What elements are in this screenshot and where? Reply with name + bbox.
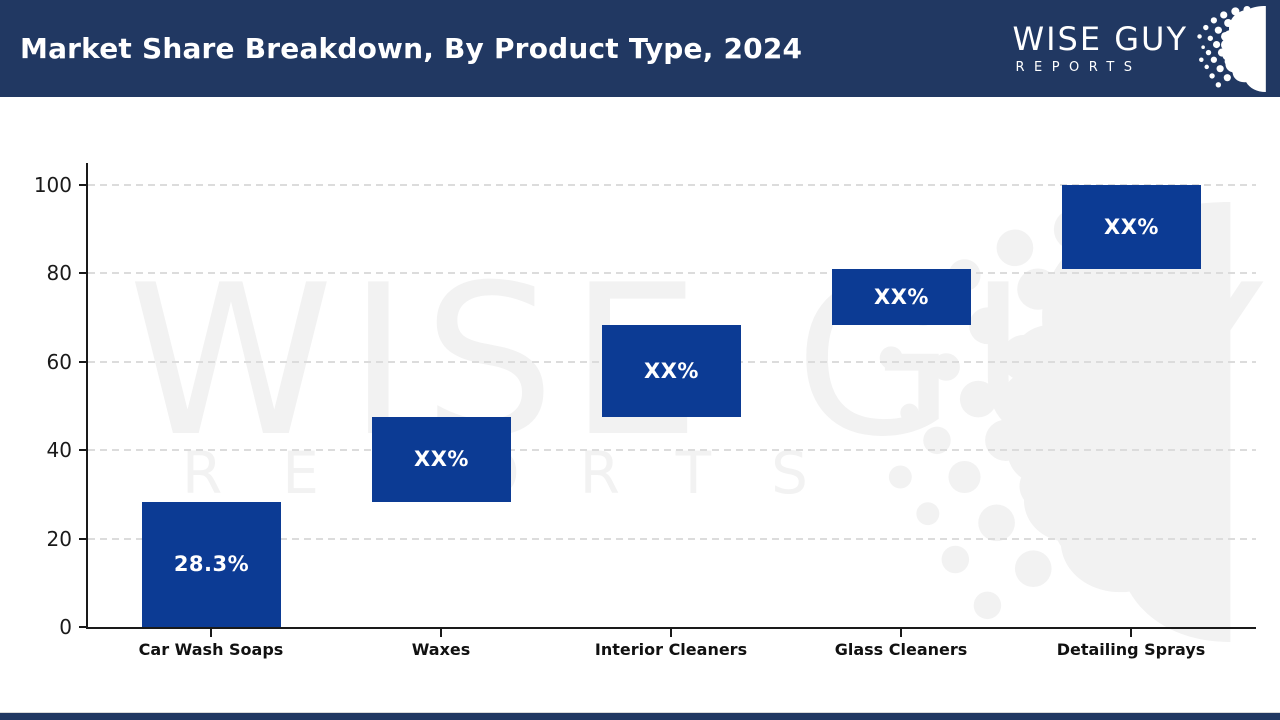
report-header: Market Share Breakdown, By Product Type,…: [0, 0, 1280, 97]
x-label-0: Car Wash Soaps: [96, 640, 326, 659]
gridline-100: [88, 184, 1256, 186]
bar-interior-cleaners: XX%: [602, 325, 741, 418]
x-label-4: Detailing Sprays: [1016, 640, 1246, 659]
x-tick-0: [210, 629, 212, 637]
watermark-dots-face-icon: [879, 202, 1231, 642]
logo-wordmark: WISE GUY: [1012, 19, 1188, 58]
logo-subtitle: REPORTS: [1015, 59, 1142, 75]
gridline-20: [88, 537, 1256, 540]
y-tick-60: [79, 360, 88, 363]
wiseguy-logo: WISE GUY REPORTS: [1012, 5, 1266, 92]
y-tick-label-100-text: 100: [33, 173, 72, 197]
y-tick-label-40: 40: [14, 437, 72, 463]
x-tick-4: [1130, 629, 1132, 637]
x-label-2: Interior Cleaners: [556, 640, 786, 659]
gridline-40: [88, 449, 1256, 452]
y-tick-label-20-text: 20: [46, 526, 72, 551]
y-tick-label-60-text: 60: [46, 349, 72, 374]
y-tick-label-40-text: 40: [46, 438, 72, 463]
y-tick-label-0: 0: [14, 614, 72, 640]
x-tick-1: [440, 629, 442, 637]
y-tick-100: [79, 184, 88, 186]
x-label-4-text: Detailing Sprays: [1056, 640, 1206, 659]
page-title: Market Share Breakdown, By Product Type,…: [20, 32, 803, 65]
y-tick-0: [79, 626, 88, 628]
bar-car-wash-soaps-text: 28.3%: [173, 552, 250, 577]
bar-waxes: XX%: [372, 417, 511, 502]
x-label-3-text: Glass Cleaners: [834, 640, 968, 659]
x-label-1-text: Waxes: [411, 640, 471, 659]
x-label-3: Glass Cleaners: [786, 640, 1016, 659]
y-tick-label-20: 20: [14, 526, 72, 552]
x-label-0-text: Car Wash Soaps: [138, 640, 284, 659]
bar-waxes-text: XX%: [414, 447, 469, 472]
y-tick-label-80-text: 80: [46, 261, 72, 286]
face-profile-icon: [1197, 5, 1266, 92]
bar-car-wash-soaps: 28.3%: [142, 501, 281, 627]
x-axis-spine: [86, 627, 1256, 629]
gridline-80: [88, 272, 1256, 275]
y-tick-20: [79, 537, 88, 540]
y-tick-80: [79, 272, 88, 275]
x-tick-3: [900, 629, 902, 637]
bar-glass-cleaners: XX%: [832, 269, 971, 326]
footer-divider: [0, 712, 1280, 713]
bar-detailing-sprays: XX%: [1062, 185, 1201, 270]
footer-bar: [0, 713, 1280, 720]
bar-glass-cleaners-text: XX%: [874, 285, 929, 310]
y-tick-label-80: 80: [14, 260, 72, 286]
y-tick-label-60: 60: [14, 349, 72, 375]
y-tick-label-0-text: 0: [59, 615, 72, 639]
y-tick-40: [79, 449, 88, 452]
bar-detailing-sprays-text: XX%: [1104, 215, 1159, 240]
bar-interior-cleaners-text: XX%: [644, 359, 699, 384]
x-label-2-text: Interior Cleaners: [594, 640, 748, 659]
y-tick-label-100: 100: [14, 172, 72, 198]
x-label-1: Waxes: [326, 640, 556, 659]
x-tick-2: [670, 629, 672, 637]
y-axis-spine: [86, 163, 88, 629]
logo-text: WISE GUY REPORTS: [1012, 23, 1188, 75]
